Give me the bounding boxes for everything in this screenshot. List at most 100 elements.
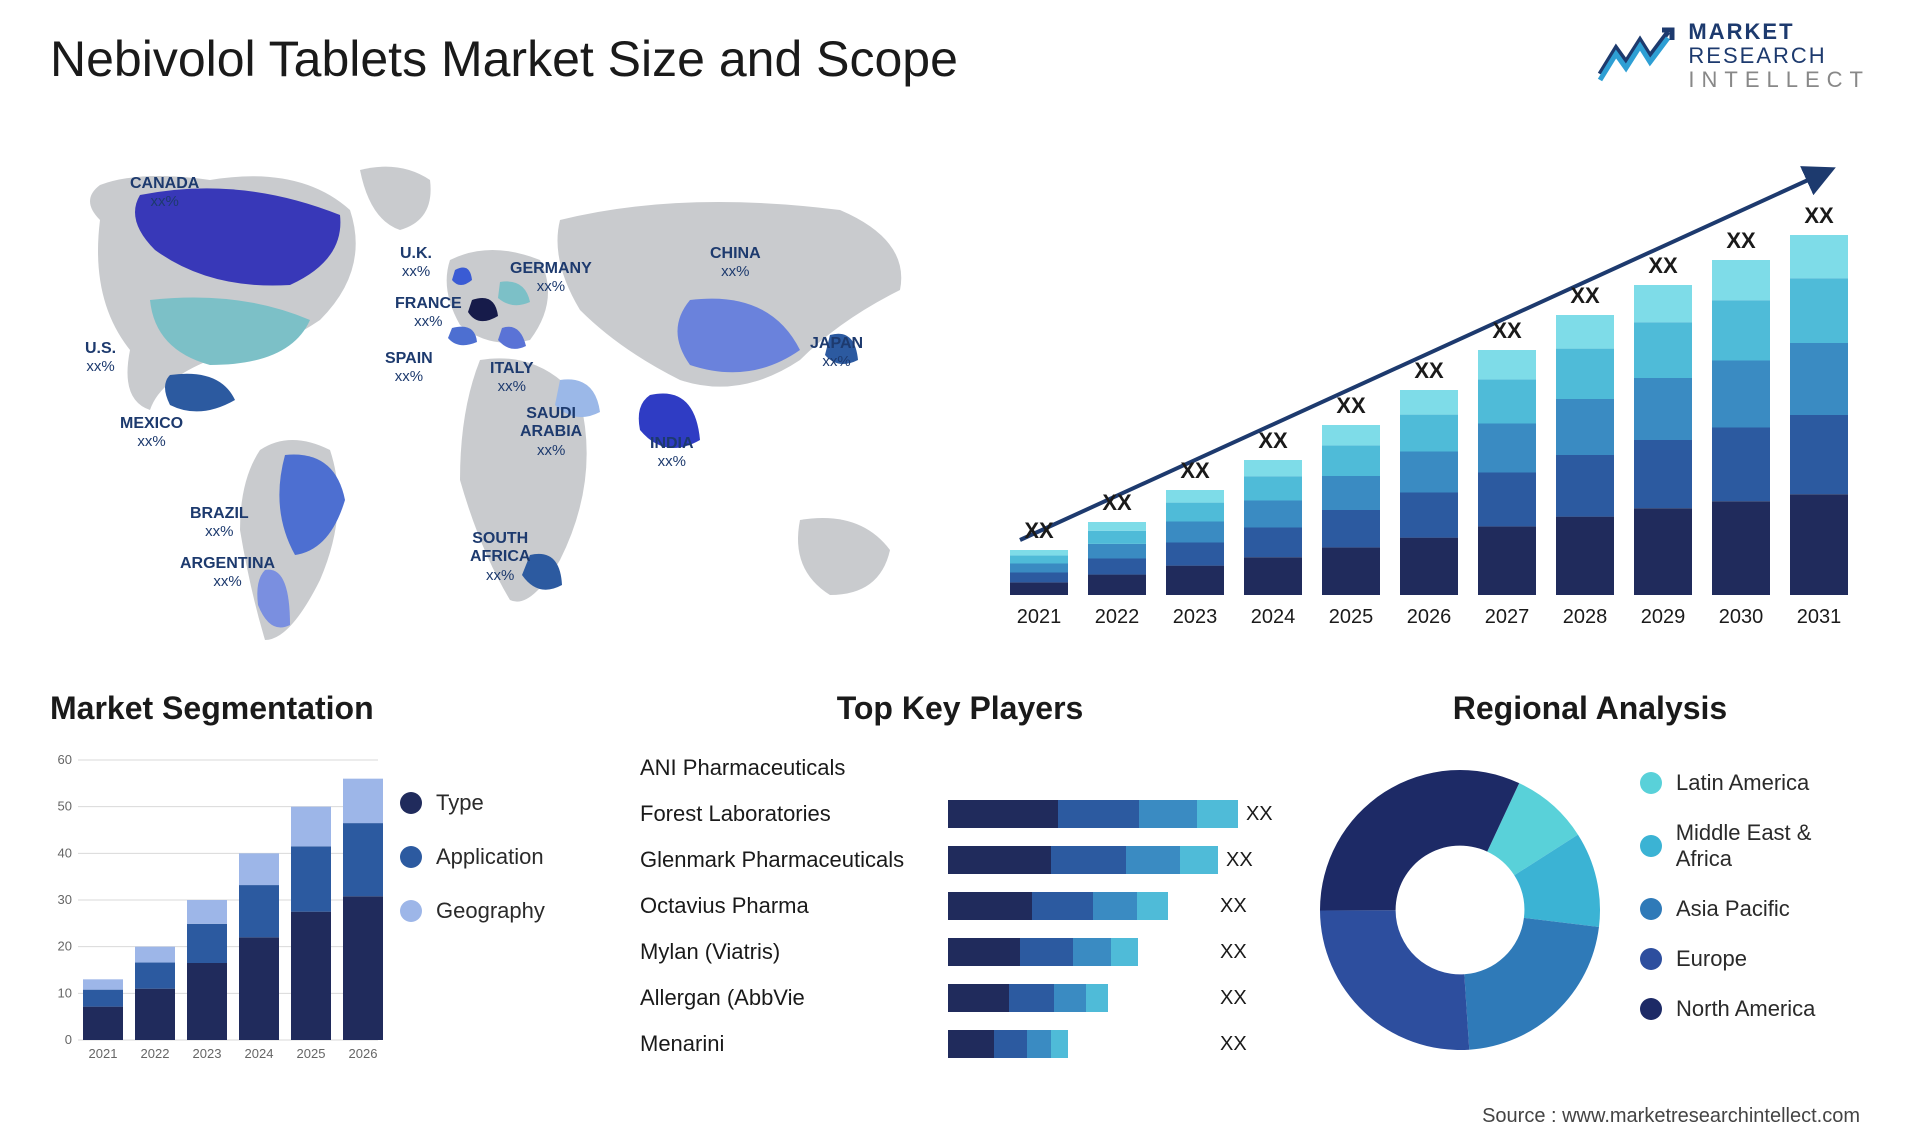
map-label: ITALYxx% bbox=[490, 360, 534, 397]
player-name: Mylan (Viatris) bbox=[640, 939, 940, 965]
svg-text:XX: XX bbox=[1648, 253, 1678, 278]
svg-text:2025: 2025 bbox=[297, 1046, 326, 1061]
svg-text:XX: XX bbox=[1336, 393, 1366, 418]
map-label: ARGENTINAxx% bbox=[180, 555, 275, 592]
segmentation-section: Market Segmentation 01020304050602021202… bbox=[50, 690, 600, 1090]
forecast-bar-chart: XX2021XX2022XX2023XX2024XX2025XX2026XX20… bbox=[990, 150, 1860, 640]
regional-legend: Latin America Middle East & Africa Asia Pa… bbox=[1640, 770, 1870, 1022]
svg-text:XX: XX bbox=[1726, 228, 1756, 253]
legend-label: Asia Pacific bbox=[1676, 896, 1790, 922]
player-name: Allergan (AbbVie bbox=[640, 985, 940, 1011]
source-attribution: Source : www.marketresearchintellect.com bbox=[1482, 1105, 1860, 1128]
player-value: XX bbox=[1220, 987, 1280, 1010]
svg-text:XX: XX bbox=[1492, 318, 1522, 343]
player-name: ANI Pharmaceuticals bbox=[640, 755, 940, 781]
svg-text:40: 40 bbox=[58, 845, 72, 860]
players-list: ANI PharmaceuticalsForest LaboratoriesXX… bbox=[640, 745, 1280, 1067]
player-value: XX bbox=[1220, 1033, 1280, 1056]
svg-text:60: 60 bbox=[58, 752, 72, 767]
map-label: FRANCExx% bbox=[395, 295, 462, 332]
map-label: INDIAxx% bbox=[650, 435, 694, 472]
legend-label: Application bbox=[436, 844, 544, 870]
svg-text:10: 10 bbox=[58, 985, 72, 1000]
svg-text:2022: 2022 bbox=[141, 1046, 170, 1061]
legend-swatch bbox=[1640, 948, 1662, 970]
svg-text:2024: 2024 bbox=[245, 1046, 274, 1061]
svg-text:2026: 2026 bbox=[1407, 606, 1452, 628]
map-label: CHINAxx% bbox=[710, 245, 761, 282]
player-bar bbox=[948, 938, 1212, 966]
player-value: XX bbox=[1226, 849, 1286, 872]
player-value: XX bbox=[1220, 895, 1280, 918]
player-row: Mylan (Viatris) XX bbox=[640, 929, 1280, 975]
legend-item: Europe bbox=[1640, 946, 1870, 972]
legend-swatch bbox=[1640, 835, 1662, 857]
player-bar bbox=[948, 754, 1212, 782]
map-label: SAUDIARABIAxx% bbox=[520, 405, 582, 460]
map-label: U.K.xx% bbox=[400, 245, 432, 282]
player-bar bbox=[948, 892, 1212, 920]
logo-mark-icon bbox=[1596, 26, 1676, 86]
regional-donut bbox=[1310, 760, 1610, 1060]
legend-label: Middle East & Africa bbox=[1676, 820, 1870, 872]
legend-swatch bbox=[1640, 898, 1662, 920]
map-label: BRAZILxx% bbox=[190, 505, 249, 542]
legend-swatch bbox=[400, 900, 422, 922]
legend-item: Application bbox=[400, 844, 545, 870]
regional-section: Regional Analysis Latin AmericaMiddle Ea… bbox=[1310, 690, 1870, 1090]
legend-label: Europe bbox=[1676, 946, 1747, 972]
svg-text:2023: 2023 bbox=[1173, 606, 1218, 628]
players-section: Top Key Players ANI PharmaceuticalsFores… bbox=[640, 690, 1280, 1090]
legend-swatch bbox=[1640, 998, 1662, 1020]
svg-text:2021: 2021 bbox=[89, 1046, 118, 1061]
svg-text:2023: 2023 bbox=[193, 1046, 222, 1061]
segmentation-title: Market Segmentation bbox=[50, 690, 600, 727]
segmentation-legend: Type Application Geography bbox=[400, 790, 545, 924]
logo-text-1: MARKET bbox=[1688, 20, 1870, 44]
legend-item: Type bbox=[400, 790, 545, 816]
brand-logo: MARKET RESEARCH INTELLECT bbox=[1596, 20, 1870, 93]
svg-text:2026: 2026 bbox=[349, 1046, 378, 1061]
legend-item: Geography bbox=[400, 898, 545, 924]
player-value: XX bbox=[1220, 941, 1280, 964]
map-label: SOUTHAFRICAxx% bbox=[470, 530, 530, 585]
player-name: Octavius Pharma bbox=[640, 893, 940, 919]
player-name: Menarini bbox=[640, 1031, 940, 1057]
player-bar bbox=[948, 984, 1212, 1012]
svg-text:XX: XX bbox=[1102, 490, 1132, 515]
player-row: Allergan (AbbVie XX bbox=[640, 975, 1280, 1021]
player-value: XX bbox=[1246, 803, 1306, 826]
legend-swatch bbox=[400, 792, 422, 814]
legend-item: Asia Pacific bbox=[1640, 896, 1870, 922]
svg-text:2027: 2027 bbox=[1485, 606, 1530, 628]
player-row: Glenmark PharmaceuticalsXX bbox=[640, 837, 1280, 883]
svg-text:2031: 2031 bbox=[1797, 606, 1842, 628]
world-map: CANADAxx%U.S.xx%MEXICOxx%BRAZILxx%ARGENT… bbox=[40, 140, 940, 650]
svg-text:50: 50 bbox=[58, 799, 72, 814]
player-row: Menarini XX bbox=[640, 1021, 1280, 1067]
map-label: JAPANxx% bbox=[810, 335, 863, 372]
svg-text:20: 20 bbox=[58, 939, 72, 954]
legend-item: Latin America bbox=[1640, 770, 1870, 796]
player-bar bbox=[948, 800, 1238, 828]
legend-label: Type bbox=[436, 790, 484, 816]
svg-text:2025: 2025 bbox=[1329, 606, 1374, 628]
legend-label: Geography bbox=[436, 898, 545, 924]
svg-text:XX: XX bbox=[1258, 428, 1288, 453]
map-label: MEXICOxx% bbox=[120, 415, 183, 452]
segmentation-chart: 0102030405060202120222023202420252026 bbox=[50, 750, 385, 1070]
svg-text:2029: 2029 bbox=[1641, 606, 1686, 628]
legend-label: North America bbox=[1676, 996, 1815, 1022]
map-label: U.S.xx% bbox=[85, 340, 116, 377]
svg-text:2022: 2022 bbox=[1095, 606, 1140, 628]
svg-text:0: 0 bbox=[65, 1032, 72, 1047]
player-bar bbox=[948, 846, 1218, 874]
page-title: Nebivolol Tablets Market Size and Scope bbox=[50, 30, 958, 88]
legend-item: North America bbox=[1640, 996, 1870, 1022]
player-name: Glenmark Pharmaceuticals bbox=[640, 847, 940, 873]
svg-text:XX: XX bbox=[1414, 358, 1444, 383]
logo-text-3: INTELLECT bbox=[1688, 68, 1870, 92]
logo-text-2: RESEARCH bbox=[1688, 44, 1870, 68]
player-bar bbox=[948, 1030, 1212, 1058]
legend-swatch bbox=[400, 846, 422, 868]
